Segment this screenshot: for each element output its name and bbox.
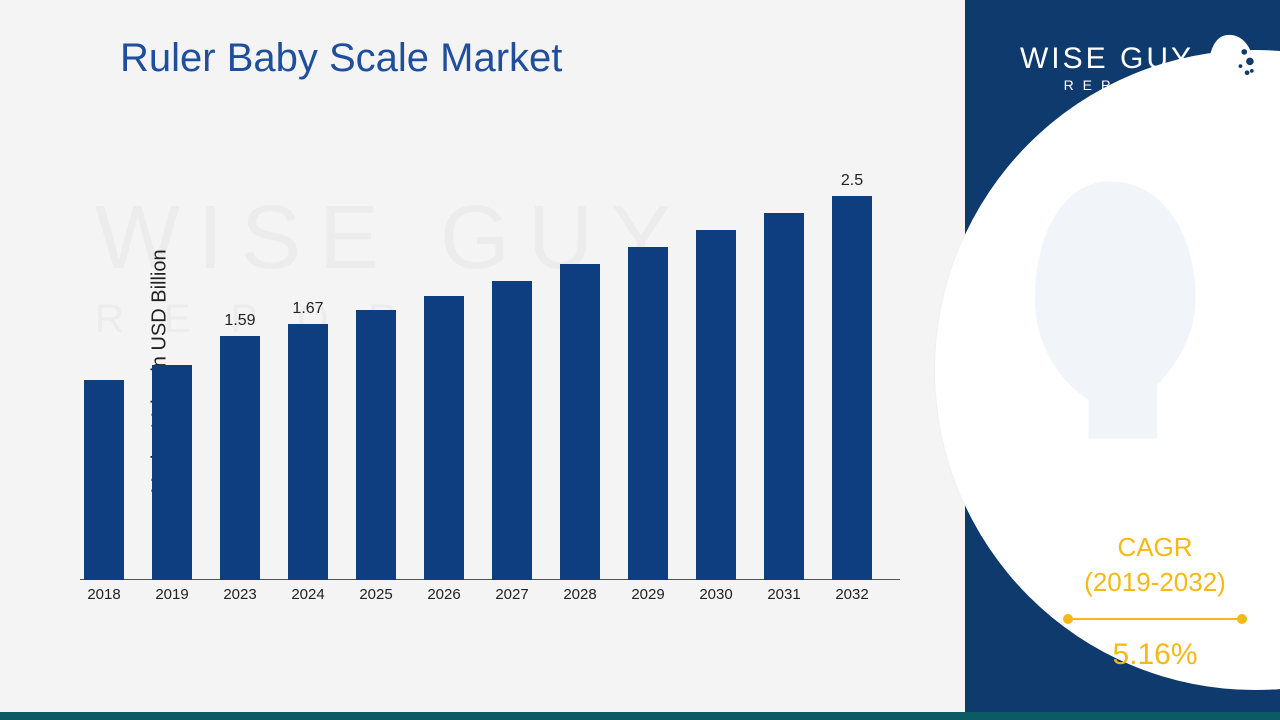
cagr-label-line2: (2019-2032): [1084, 567, 1226, 597]
bar: [424, 296, 464, 580]
cagr-divider: [1065, 618, 1245, 620]
x-axis-label: 2029: [631, 586, 664, 603]
bar: [84, 380, 124, 580]
x-axis-label: 2025: [359, 586, 392, 603]
brand-sub: REPORTS: [1020, 78, 1194, 92]
bar: 1.67: [288, 324, 328, 580]
x-axis-label: 2030: [699, 586, 732, 603]
x-axis-label: 2024: [291, 586, 324, 603]
main-panel: Ruler Baby Scale Market WISE GUY REPORTS…: [0, 0, 965, 712]
x-axis-label: 2032: [835, 586, 868, 603]
x-axis-label: 2026: [427, 586, 460, 603]
x-axis-label: 2019: [155, 586, 188, 603]
x-axis-label: 2031: [767, 586, 800, 603]
x-axis-label: 2028: [563, 586, 596, 603]
x-axis-labels: 2018 2019 2023 2024 2025 2026 2027 2028 2029 2030…: [80, 586, 900, 606]
x-axis-label: 2027: [495, 586, 528, 603]
brand-text: WISE GUY REPORTS: [1020, 44, 1194, 92]
brand-logo: WISE GUY REPORTS: [980, 28, 1260, 108]
chart-title: Ruler Baby Scale Market: [120, 36, 562, 81]
bar: [356, 310, 396, 580]
x-axis-label: 2023: [223, 586, 256, 603]
bar: [628, 247, 668, 580]
cagr-value: 5.16%: [1030, 638, 1280, 672]
side-panel: WISE GUY REPORTS CAGR (2019-2032) 5.16%: [965, 0, 1280, 712]
brand-head-icon: [1202, 33, 1260, 103]
x-axis-label: 2018: [87, 586, 120, 603]
bar: 1.59: [220, 336, 260, 580]
bar-value-label: 1.59: [224, 312, 255, 330]
bottom-strip: [0, 712, 1280, 720]
bar-value-label: 2.5: [841, 172, 863, 190]
chart-area: 1.59 1.67 2.5: [80, 150, 900, 580]
cagr-block: CAGR (2019-2032) 5.16%: [1030, 530, 1280, 672]
brand-main: WISE GUY: [1020, 44, 1194, 74]
bar: [492, 281, 532, 580]
cagr-label-line1: CAGR: [1117, 532, 1192, 562]
bar: [560, 264, 600, 580]
bar-value-label: 1.67: [292, 300, 323, 318]
bar: [696, 230, 736, 580]
bar: [152, 365, 192, 580]
cagr-label: CAGR (2019-2032): [1030, 530, 1280, 600]
bar: 2.5: [832, 196, 872, 580]
bar: [764, 213, 804, 580]
